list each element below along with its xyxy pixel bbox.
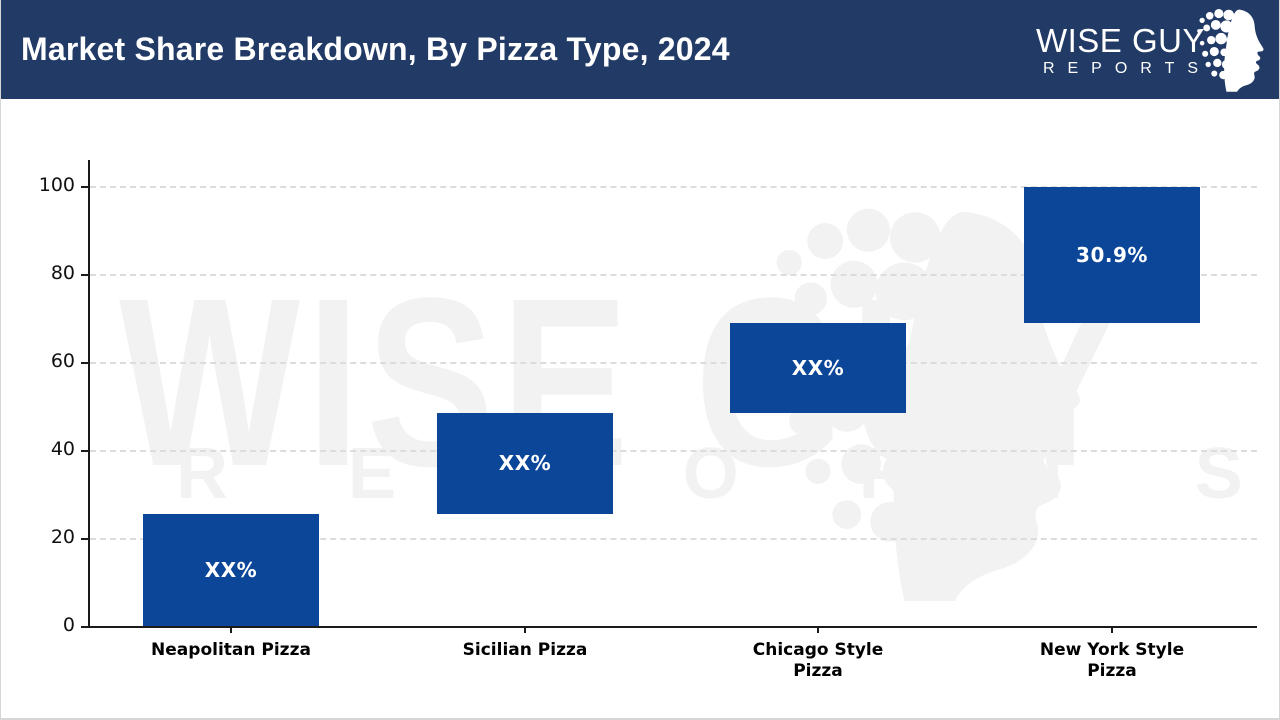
y-axis-tick-label: 100 bbox=[38, 174, 75, 196]
bar-segment: XX% bbox=[730, 322, 906, 414]
y-axis-tick bbox=[81, 625, 89, 628]
y-axis-line bbox=[88, 160, 90, 627]
y-axis-tick-label: 80 bbox=[50, 261, 75, 284]
bar-value-label: 30.9% bbox=[1076, 242, 1148, 267]
header-band: Market Share Breakdown, By Pizza Type, 2… bbox=[1, 0, 1279, 99]
y-axis-tick bbox=[81, 186, 89, 188]
y-axis-tick bbox=[81, 537, 89, 540]
gridline bbox=[90, 449, 1257, 452]
gridline bbox=[90, 273, 1257, 276]
y-axis-tick-label: 40 bbox=[50, 437, 75, 460]
x-axis-tick bbox=[230, 627, 232, 633]
gridline bbox=[90, 537, 1257, 540]
y-axis-tick-label: 60 bbox=[50, 349, 75, 372]
chart-title: Market Share Breakdown, By Pizza Type, 2… bbox=[21, 31, 730, 67]
y-axis-tick bbox=[81, 273, 89, 276]
x-axis-tick bbox=[1111, 627, 1113, 633]
bar-value-label: XX% bbox=[791, 356, 845, 381]
x-axis-tick bbox=[817, 627, 819, 633]
category-label: New York Style Pizza bbox=[1039, 640, 1185, 681]
y-axis-tick bbox=[81, 361, 89, 364]
logo-reports-text: REPORTS bbox=[1042, 59, 1212, 77]
wise-guy-reports-logo: WISE GUY REPORTS bbox=[1036, 6, 1269, 94]
gridline bbox=[90, 361, 1257, 364]
bar-value-label: XX% bbox=[498, 451, 552, 476]
x-axis-tick bbox=[524, 627, 526, 633]
y-axis-tick-label: 20 bbox=[50, 525, 75, 548]
bar-segment: XX% bbox=[143, 513, 319, 627]
bar-value-label: XX% bbox=[204, 558, 258, 583]
y-axis-tick bbox=[81, 449, 89, 452]
logo-wordmark: WISE GUY bbox=[1035, 21, 1205, 59]
x-axis-line bbox=[88, 626, 1257, 628]
category-label: Chicago Style Pizza bbox=[752, 640, 884, 681]
y-axis-tick-label: 0 bbox=[62, 613, 75, 636]
bar-segment: XX% bbox=[437, 413, 613, 514]
dotted-head-icon bbox=[1193, 8, 1269, 92]
bar-segment: 30.9% bbox=[1024, 187, 1200, 323]
gridline bbox=[90, 186, 1257, 188]
category-label: Neapolitan Pizza bbox=[151, 640, 311, 660]
category-label: Sicilian Pizza bbox=[462, 640, 588, 660]
logo-text: WISE GUY REPORTS bbox=[1035, 21, 1205, 78]
